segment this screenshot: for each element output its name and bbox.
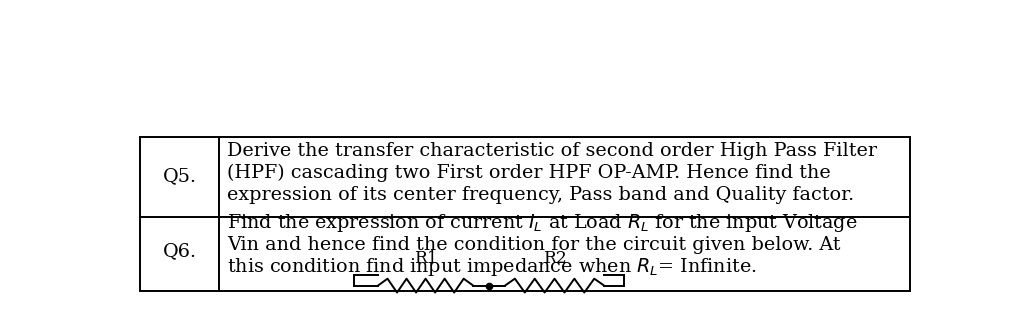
- Text: R1: R1: [414, 250, 437, 267]
- Text: expression of its center frequency, Pass band and Quality factor.: expression of its center frequency, Pass…: [227, 186, 854, 204]
- Text: (HPF) cascading two First order HPF OP-AMP. Hence find the: (HPF) cascading two First order HPF OP-A…: [227, 164, 830, 182]
- Text: Q6.: Q6.: [163, 242, 197, 260]
- Bar: [140, 138, 909, 291]
- Text: Find the expression of current $I_L$ at Load $R_L$ for the input Voltage: Find the expression of current $I_L$ at …: [227, 212, 858, 234]
- Text: Q5.: Q5.: [163, 167, 197, 185]
- Text: Derive the transfer characteristic of second order High Pass Filter: Derive the transfer characteristic of se…: [227, 143, 878, 161]
- Text: this condition find input impedance when $R_L$= Infinite.: this condition find input impedance when…: [227, 256, 757, 278]
- Text: R2: R2: [543, 250, 566, 267]
- Text: Vin and hence find the condition for the circuit given below. At: Vin and hence find the condition for the…: [227, 236, 841, 254]
